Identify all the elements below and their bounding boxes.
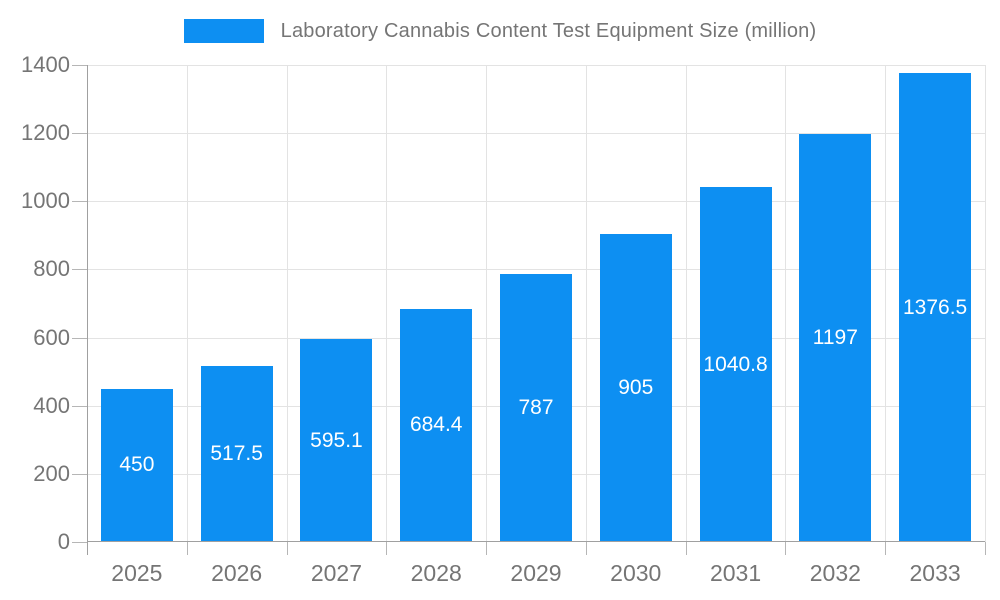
x-axis-category-label: 2028 bbox=[410, 560, 462, 586]
bar-value-label: 1376.5 bbox=[902, 295, 968, 319]
x-axis-category-label: 2029 bbox=[510, 560, 562, 586]
vertical-gridline bbox=[785, 65, 787, 542]
x-axis-category-label: 2033 bbox=[909, 560, 961, 586]
bar-value-label: 1197 bbox=[812, 326, 858, 350]
bar[interactable]: 905 bbox=[599, 233, 672, 542]
y-axis-tick-label: 200 bbox=[33, 460, 70, 486]
bar[interactable]: 595.1 bbox=[300, 339, 373, 542]
y-axis-tick bbox=[72, 337, 87, 339]
bar[interactable]: 787 bbox=[500, 273, 572, 542]
x-axis-category-label: 2030 bbox=[610, 560, 662, 586]
y-axis-tick bbox=[72, 405, 87, 407]
bar[interactable]: 1376.5 bbox=[899, 73, 972, 542]
y-axis-tick-label: 600 bbox=[33, 324, 70, 350]
x-axis-tick bbox=[486, 542, 488, 555]
x-axis-tick bbox=[186, 542, 188, 555]
vertical-gridline bbox=[186, 65, 188, 542]
legend-item[interactable]: Laboratory Cannabis Content Test Equipme… bbox=[0, 19, 1000, 43]
x-axis-tick bbox=[685, 542, 687, 555]
x-axis-category-label: 2025 bbox=[111, 560, 163, 586]
bar[interactable]: 1197 bbox=[799, 134, 872, 542]
x-axis-tick bbox=[286, 542, 288, 555]
y-axis-tick-label: 1400 bbox=[21, 52, 70, 77]
bar[interactable]: 517.5 bbox=[200, 365, 273, 542]
x-axis-tick bbox=[785, 542, 787, 555]
bar[interactable]: 1040.8 bbox=[699, 187, 772, 542]
y-axis-tick bbox=[72, 133, 87, 135]
y-axis-tick-label: 800 bbox=[33, 256, 70, 282]
y-axis-tick-label: 1200 bbox=[21, 120, 70, 146]
bar-value-label: 684.4 bbox=[409, 413, 463, 437]
bar-value-label: 1040.8 bbox=[703, 352, 768, 376]
x-axis-tick bbox=[386, 542, 388, 555]
vertical-gridline bbox=[486, 65, 488, 542]
x-axis-tick bbox=[585, 542, 587, 555]
y-axis-tick bbox=[72, 201, 87, 203]
bar-value-label: 905 bbox=[618, 375, 654, 399]
y-axis-tick bbox=[72, 65, 87, 66]
x-axis-category-label: 2026 bbox=[211, 560, 263, 586]
x-axis-category-label: 2031 bbox=[709, 560, 762, 586]
y-axis-tick-label: 1000 bbox=[21, 188, 70, 214]
y-axis-tick bbox=[72, 473, 87, 475]
vertical-gridline bbox=[286, 65, 288, 542]
x-axis-category-label: 2027 bbox=[310, 560, 363, 586]
x-axis-category-label: 2032 bbox=[809, 560, 861, 586]
x-axis-tick bbox=[985, 542, 986, 555]
bar-value-label: 595.1 bbox=[310, 428, 363, 452]
bar[interactable]: 450 bbox=[100, 388, 173, 542]
plot-area: 450 517.5 595.1 684.4 787 905 1040.8 1197 1376.5 bbox=[72, 65, 986, 555]
y-axis-tick-label: 0 bbox=[57, 529, 70, 554]
vertical-gridline bbox=[885, 65, 887, 542]
vertical-gridline bbox=[585, 65, 587, 542]
legend-label: Laboratory Cannabis Content Test Equipme… bbox=[280, 19, 817, 42]
bar-value-label: 787 bbox=[518, 395, 554, 419]
y-axis-tick bbox=[72, 542, 87, 543]
horizontal-gridline bbox=[87, 201, 985, 203]
legend-swatch bbox=[183, 19, 264, 43]
y-axis-tick-label: 400 bbox=[33, 392, 70, 418]
x-axis-tick bbox=[885, 542, 887, 555]
bar-value-label: 450 bbox=[119, 453, 155, 477]
vertical-gridline bbox=[985, 65, 986, 542]
horizontal-gridline bbox=[87, 133, 985, 135]
bar[interactable]: 684.4 bbox=[400, 308, 473, 542]
x-axis-line bbox=[87, 541, 985, 542]
horizontal-gridline bbox=[87, 269, 985, 271]
bar-value-label: 517.5 bbox=[210, 441, 263, 465]
vertical-gridline bbox=[685, 65, 687, 542]
horizontal-gridline bbox=[87, 65, 985, 66]
vertical-gridline bbox=[386, 65, 388, 542]
y-axis-line bbox=[87, 65, 88, 555]
y-axis-tick bbox=[72, 269, 87, 271]
